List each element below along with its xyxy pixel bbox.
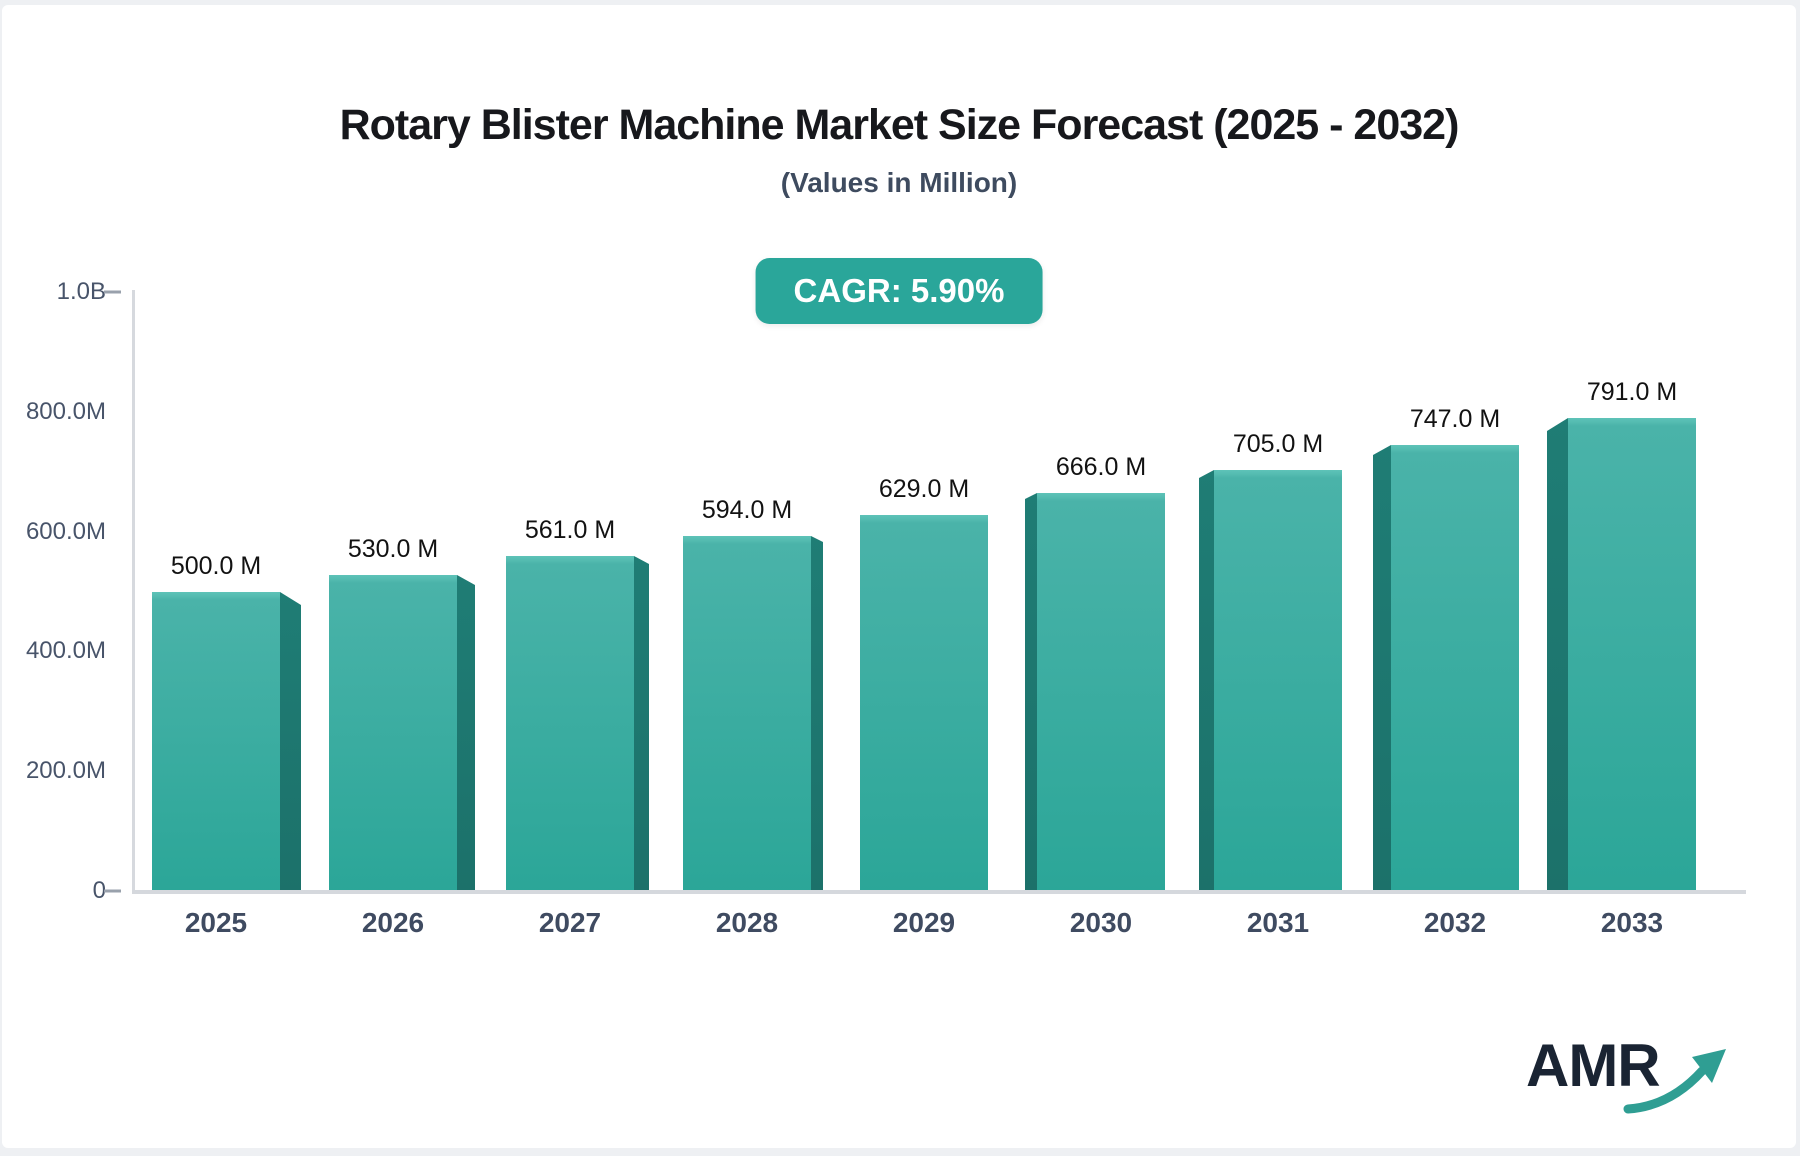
bar-value-label: 500.0 M [170,552,262,580]
bar-front-face [152,592,280,892]
x-axis-label-2025: 2025 [184,907,248,938]
y-axis-tick-dash [104,889,121,893]
chart-card: Rotary Blister Machine Market Size Forec… [2,5,1796,1148]
bar-side-face [634,556,649,892]
bar-side-face [280,592,301,892]
y-axis-tick-label: 400.0M [25,637,106,665]
bar-side-face [1025,493,1037,892]
chart-title: Rotary Blister Machine Market Size Forec… [339,101,1460,149]
bar-side-face [1547,418,1568,892]
x-axis-label-2033: 2033 [1600,907,1664,938]
bar-value-label: 594.0 M [701,496,793,524]
x-axis-label-2030: 2030 [1069,907,1133,938]
bar-front-face [683,536,811,892]
bar-side-face [457,575,475,892]
bar-front-face [329,575,457,892]
cagr-badge-label: CAGR: 5.90% [793,272,1005,309]
y-axis-tick-dash [104,290,121,294]
bar-value-label: 747.0 M [1409,405,1501,433]
x-axis-label-2027: 2027 [538,907,602,938]
x-axis-label-2028: 2028 [715,907,779,938]
bar-value-label: 561.0 M [524,516,616,544]
chart-subtitle: (Values in Million) [780,167,1018,198]
x-axis-label-2032: 2032 [1423,907,1487,938]
x-axis-label-2031: 2031 [1246,907,1310,938]
bar-front-face [1214,470,1342,892]
bar-front-face [1568,418,1696,892]
bar-value-label: 705.0 M [1232,430,1324,458]
bar-front-face [1037,493,1165,892]
trend-up-arrow-icon [1623,1049,1726,1114]
x-axis-label-2026: 2026 [361,907,425,938]
bar-chart: 1.0B 800.0M 600.0M 400.0M 200.0M 0 500.0 M 530… [2,5,1800,1156]
y-axis-tick-label: 200.0M [25,757,106,785]
bar-front-face [860,515,988,892]
bar-value-label: 791.0 M [1586,378,1678,406]
y-axis-tick-label: 0 [92,877,106,904]
y-axis-tick-label: 1.0B [56,278,106,305]
bar-value-label: 666.0 M [1055,453,1147,481]
y-axis-tick-label: 600.0M [25,517,106,545]
cagr-badge: CAGR: 5.90% [755,258,1043,324]
bar-side-face [811,536,823,892]
x-axis-line [132,890,1746,894]
bar-side-face [1199,470,1214,892]
y-axis-line [132,290,135,894]
amr-logo-text: AMR [1526,1032,1661,1099]
bar-front-face [506,556,634,892]
bar-front-face [1391,445,1519,892]
amr-logo: AMR [1526,1031,1726,1121]
bar-value-label: 629.0 M [878,475,970,503]
x-axis-label-2029: 2029 [892,907,956,938]
bar-side-face [1373,445,1391,892]
bar-value-label: 530.0 M [347,535,439,563]
y-axis-tick-label: 800.0M [25,397,106,425]
